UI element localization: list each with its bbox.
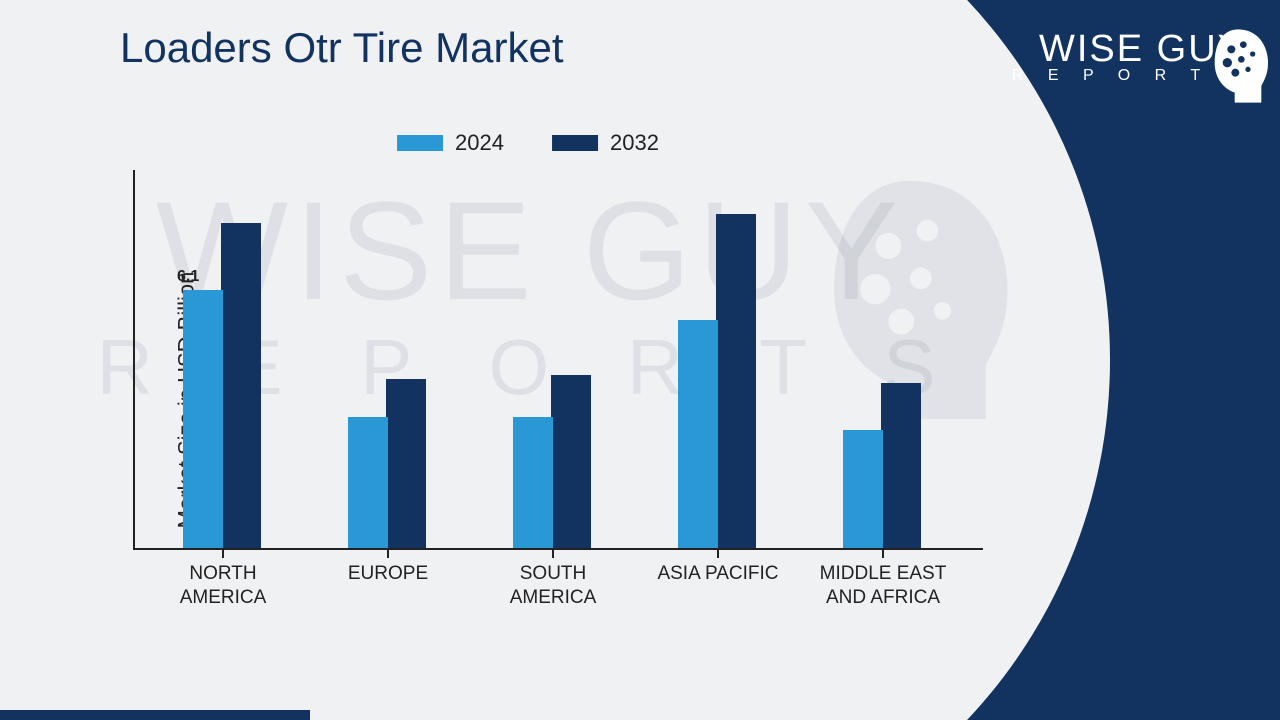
legend-label-b: 2032 — [610, 130, 659, 156]
category-label: MIDDLE EAST AND AFRICA — [813, 562, 953, 610]
bar-2024 — [678, 320, 718, 548]
bar-2024 — [513, 417, 553, 548]
x-axis-line — [133, 548, 983, 550]
x-tick — [882, 550, 884, 558]
legend-swatch-b — [552, 135, 598, 151]
bottom-accent-bar — [0, 710, 310, 720]
legend-swatch-a — [397, 135, 443, 151]
chart-title: Loaders Otr Tire Market — [120, 24, 563, 72]
legend-item-2032: 2032 — [552, 130, 659, 156]
bar-2024 — [348, 417, 388, 548]
category-label: EUROPE — [318, 562, 458, 586]
x-tick — [387, 550, 389, 558]
chart: Market Size in USD Billion 2024 2032 6.1… — [58, 130, 998, 670]
bar-2032 — [881, 383, 921, 548]
category-label: NORTH AMERICA — [153, 562, 293, 610]
brand-head-icon — [1202, 26, 1274, 106]
bar-2032 — [221, 223, 261, 548]
legend-item-2024: 2024 — [397, 130, 504, 156]
x-tick — [717, 550, 719, 558]
x-tick — [552, 550, 554, 558]
category-label: ASIA PACIFIC — [648, 562, 788, 586]
page: WISE GUY R E P O R T S WISE GUY R E P O … — [0, 0, 1280, 720]
bar-2032 — [716, 214, 756, 548]
bar-2024 — [183, 290, 223, 548]
bar-2032 — [551, 375, 591, 548]
y-axis-line — [133, 170, 135, 550]
category-label: SOUTH AMERICA — [483, 562, 623, 610]
legend: 2024 2032 — [397, 130, 659, 156]
plot-area: 6.1NORTH AMERICAEUROPESOUTH AMERICAASIA … — [133, 170, 983, 550]
bar-2032 — [386, 379, 426, 548]
legend-label-a: 2024 — [455, 130, 504, 156]
bar-value-label: 6.1 — [163, 268, 203, 286]
bar-2024 — [843, 430, 883, 548]
x-tick — [222, 550, 224, 558]
